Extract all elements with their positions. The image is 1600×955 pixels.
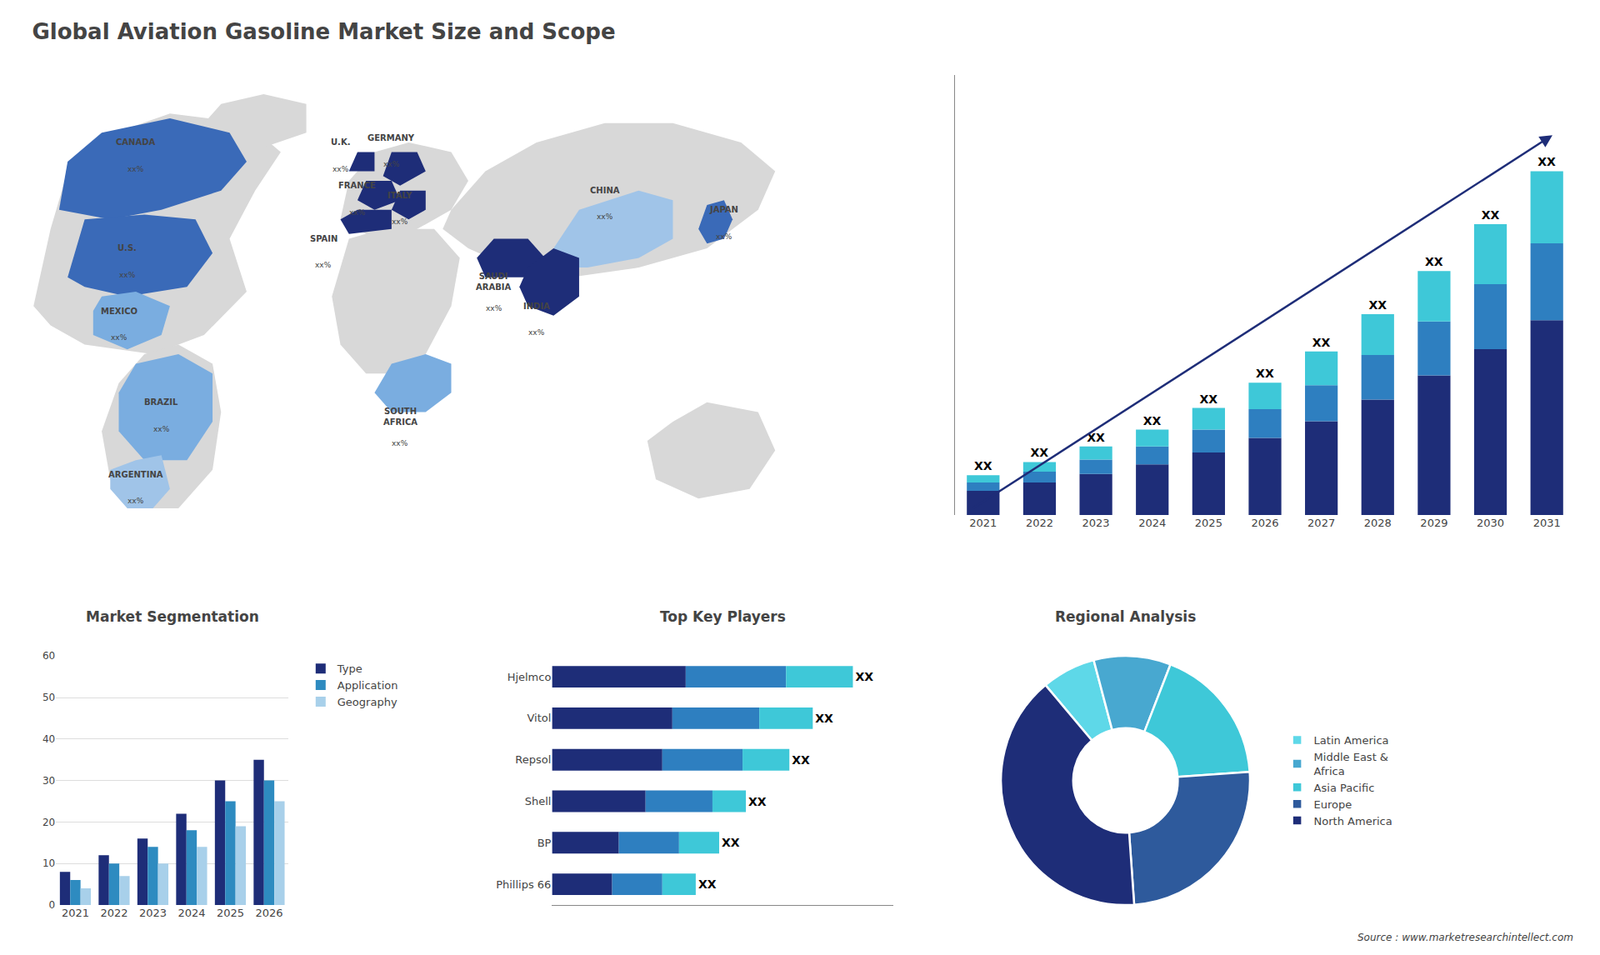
svg-text:xx%: xx% [127,496,145,505]
svg-text:Type: Type [336,662,363,675]
svg-text:Repsol: Repsol [515,753,551,766]
svg-text:2024: 2024 [177,906,205,920]
svg-text:INDIA: INDIA [523,301,550,311]
svg-text:xx%: xx% [332,165,350,174]
svg-text:0: 0 [49,899,56,911]
svg-text:SAUDIARABIA: SAUDIARABIA [475,271,512,292]
svg-text:2022: 2022 [100,906,128,920]
svg-text:xx%: xx% [391,439,409,448]
svg-text:U.S.: U.S. [117,243,137,253]
svg-text:XX: XX [1425,255,1444,269]
svg-text:2025: 2025 [216,906,245,920]
svg-text:Source : www.marketresearchint: Source : www.marketresearchintellect.com [1357,931,1574,944]
svg-text:SOUTHAFRICA: SOUTHAFRICA [383,406,418,427]
svg-text:XX: XX [1199,392,1218,406]
svg-text:30: 30 [42,775,55,787]
svg-text:2026: 2026 [1250,516,1279,530]
svg-text:xx%: xx% [127,165,145,174]
svg-text:2031: 2031 [1533,516,1561,530]
svg-text:Geography: Geography [337,695,398,709]
svg-text:Middle East &Africa: Middle East &Africa [1314,750,1389,778]
svg-text:2022: 2022 [1025,516,1054,530]
svg-text:JAPAN: JAPAN [709,205,739,215]
svg-text:Vitol: Vitol [527,711,552,725]
svg-text:Europe: Europe [1314,798,1353,811]
svg-text:2027: 2027 [1307,516,1335,530]
svg-text:xx%: xx% [349,208,366,217]
svg-text:2024: 2024 [1138,516,1166,530]
svg-text:XX: XX [1255,366,1275,380]
svg-text:xx%: xx% [715,232,733,241]
svg-text:20: 20 [42,816,55,829]
svg-text:xx%: xx% [391,217,409,226]
svg-text:xx%: xx% [110,333,128,342]
svg-text:2021: 2021 [969,516,997,530]
svg-text:XX: XX [1030,445,1050,460]
svg-text:2025: 2025 [1195,516,1223,530]
svg-text:Phillips 66: Phillips 66 [495,878,551,891]
svg-text:XX: XX [855,670,874,684]
svg-text:Asia Pacific: Asia Pacific [1314,781,1375,795]
svg-text:2028: 2028 [1364,516,1392,530]
svg-text:xx%: xx% [153,425,170,434]
svg-text:60: 60 [42,650,55,662]
svg-text:XX: XX [748,795,767,809]
svg-text:2021: 2021 [61,906,90,920]
svg-text:BP: BP [537,836,552,850]
svg-text:50: 50 [42,691,55,704]
svg-text:2029: 2029 [1420,516,1448,530]
svg-text:U.K.: U.K. [330,137,350,147]
svg-text:2023: 2023 [139,906,167,920]
svg-text:Top Key Players: Top Key Players [660,608,786,625]
svg-text:ITALY: ITALY [387,190,413,200]
svg-text:XX: XX [791,753,810,767]
svg-text:2023: 2023 [1082,516,1110,530]
svg-text:North America: North America [1314,815,1393,828]
svg-text:Regional Analysis: Regional Analysis [1055,608,1196,625]
svg-text:GERMANY: GERMANY [367,133,415,143]
svg-text:MEXICO: MEXICO [100,306,138,316]
svg-text:XX: XX [1537,155,1556,169]
svg-text:xx%: xx% [528,328,545,337]
svg-text:10: 10 [42,857,55,870]
svg-text:XX: XX [1086,430,1105,445]
svg-text:xx%: xx% [596,212,614,221]
svg-text:2030: 2030 [1476,516,1505,530]
svg-text:Latin America: Latin America [1314,734,1390,747]
svg-text:SPAIN: SPAIN [310,234,338,244]
svg-text:XX: XX [1143,414,1162,428]
svg-text:XX: XX [698,877,717,891]
svg-text:XX: XX [1368,298,1387,312]
svg-text:Hjelmco: Hjelmco [507,670,552,684]
svg-text:xx%: xx% [383,160,400,169]
svg-text:xx%: xx% [119,270,136,280]
svg-text:XX: XX [1481,208,1500,222]
svg-text:CHINA: CHINA [590,185,620,195]
svg-text:xx%: xx% [315,260,332,270]
svg-text:xx%: xx% [485,304,503,313]
svg-text:ARGENTINA: ARGENTINA [108,470,164,480]
svg-text:XX: XX [815,711,834,725]
svg-text:40: 40 [42,733,55,745]
svg-text:Application: Application [337,679,399,692]
svg-text:XX: XX [1312,335,1331,350]
svg-text:CANADA: CANADA [115,137,155,147]
svg-text:XX: XX [974,459,993,473]
svg-text:BRAZIL: BRAZIL [144,397,179,407]
svg-text:2026: 2026 [255,906,283,920]
svg-text:XX: XX [721,835,740,850]
svg-text:Shell: Shell [525,795,552,808]
svg-text:Global Aviation Gasoline Marke: Global Aviation Gasoline Market Size and… [31,19,615,45]
svg-text:FRANCE: FRANCE [338,180,376,190]
svg-text:Market Segmentation: Market Segmentation [85,608,260,625]
